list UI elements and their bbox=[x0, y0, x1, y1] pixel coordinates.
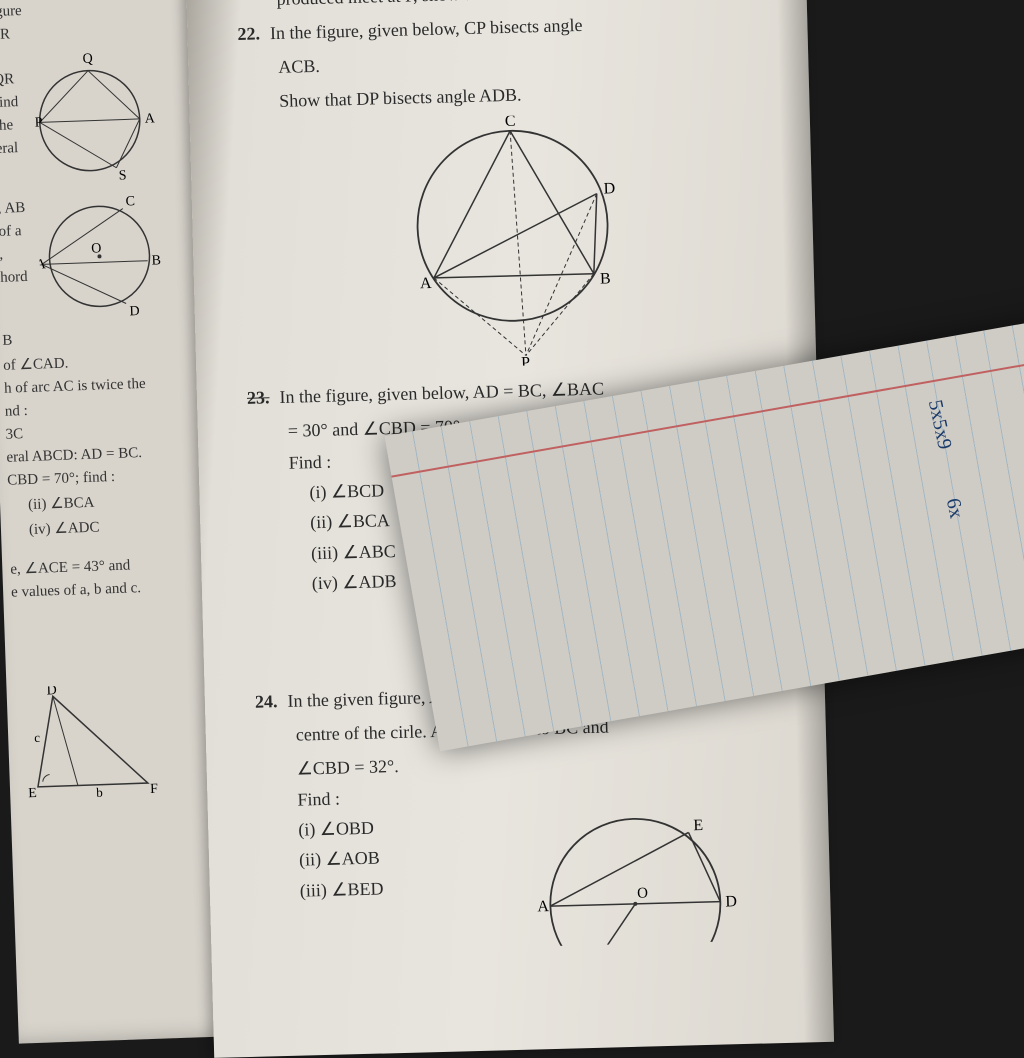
q24-text-c: ∠CBD = 32°. bbox=[296, 742, 797, 781]
q22-text-b: ACB. bbox=[278, 41, 779, 80]
label-B: B bbox=[600, 271, 611, 288]
label-P: P bbox=[521, 355, 530, 370]
txt: h of arc AC is twice the bbox=[4, 376, 146, 398]
figure-q22-circle: C A B D P bbox=[380, 113, 646, 370]
txt: of a bbox=[0, 223, 22, 241]
question-number-22: 22. bbox=[237, 20, 266, 47]
txt: CBD = 70°; find : bbox=[7, 469, 115, 490]
left-figure-ABCDO: A B C D O bbox=[37, 182, 172, 326]
label-O: O bbox=[91, 241, 102, 256]
label-C: C bbox=[125, 194, 135, 209]
txt: (ii) ∠BCA bbox=[28, 493, 95, 514]
label-D: D bbox=[725, 893, 737, 910]
left-figure-triangle: D E F c b bbox=[24, 683, 158, 807]
txt: nd : bbox=[5, 403, 29, 421]
q22-text-c: Show that DP bisects angle ADB. bbox=[279, 75, 780, 114]
label-c: c bbox=[34, 730, 41, 745]
label-P: P bbox=[35, 115, 44, 130]
txt: 3C bbox=[5, 426, 23, 444]
txt: , AB bbox=[0, 200, 26, 218]
q23-text-a: In the figure, given below, AD = BC, ∠BA… bbox=[279, 379, 604, 407]
label-A: A bbox=[37, 257, 47, 272]
label-A: A bbox=[420, 275, 432, 292]
q24-ii: (ii) ∠AOB bbox=[299, 841, 460, 876]
label-D: D bbox=[603, 181, 615, 198]
label-B: B bbox=[151, 253, 161, 268]
txt: eral bbox=[0, 140, 18, 158]
txt: e values of a, b and c. bbox=[11, 580, 141, 602]
label-D: D bbox=[129, 304, 140, 319]
txt: igure bbox=[0, 3, 22, 21]
txt: , bbox=[0, 247, 3, 264]
txt: B bbox=[2, 332, 13, 349]
label-F: F bbox=[150, 782, 159, 797]
label-A: A bbox=[537, 898, 549, 915]
txt: of ∠CAD. bbox=[3, 354, 69, 375]
label-A: A bbox=[144, 111, 156, 126]
txt: find bbox=[0, 94, 19, 112]
label-E: E bbox=[28, 786, 37, 801]
txt: (iv) ∠ADC bbox=[29, 518, 100, 539]
question-number-23: 23. bbox=[247, 384, 276, 411]
txt: QR bbox=[0, 71, 14, 89]
label-Q: Q bbox=[82, 52, 93, 67]
q24-iii: (iii) ∠BED bbox=[299, 871, 460, 906]
q22-text-a: In the figure, given below, CP bisects a… bbox=[270, 15, 583, 43]
label-S: S bbox=[118, 168, 126, 182]
label-D: D bbox=[46, 683, 57, 698]
figure-q24-circle: A O D E bbox=[523, 811, 746, 947]
txt: e, ∠ACE = 43° and bbox=[10, 556, 131, 579]
label-E: E bbox=[693, 817, 703, 834]
txt: hord bbox=[0, 269, 28, 287]
left-figure-PQRS: P A S Q bbox=[32, 48, 156, 182]
label-b: b bbox=[96, 785, 103, 800]
txt: eral ABCD: AD = BC. bbox=[6, 445, 142, 467]
txt: the bbox=[0, 117, 14, 135]
label-C: C bbox=[505, 113, 516, 130]
question-number-24: 24. bbox=[255, 688, 284, 715]
label-O: O bbox=[637, 885, 648, 901]
txt: PR bbox=[0, 26, 10, 44]
q24-i: (i) ∠OBD bbox=[298, 810, 459, 845]
